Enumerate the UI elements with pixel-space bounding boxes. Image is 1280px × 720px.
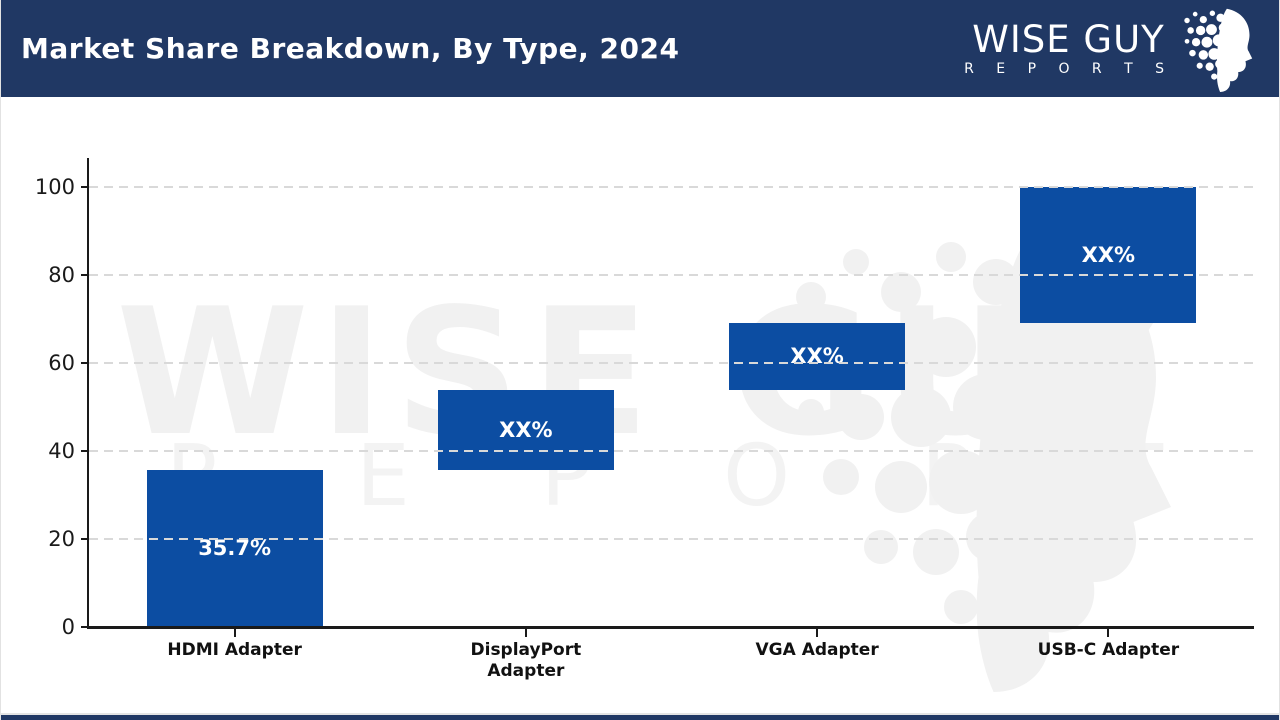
y-tick-100 [81,186,89,188]
logo-name: WISE GUY [972,18,1165,61]
bar-usb-c-adapter: XX% [1020,187,1197,323]
bar-displayport-adapter: XX% [437,389,614,470]
gridline-100 [89,186,1254,188]
y-tick-60 [81,362,89,364]
gridline-20 [89,538,1254,540]
x-tick-2 [816,629,819,637]
page-title: Market Share Breakdown, By Type, 2024 [21,32,680,65]
y-tick-label-40: 40 [48,439,75,463]
x-tick-0 [233,629,236,637]
bar-value-label: XX% [790,344,844,369]
footer-bar [1,713,1279,720]
y-tick-0 [81,626,89,628]
x-tick-3 [1107,629,1110,637]
gridline-60 [89,362,1254,364]
y-tick-label-80: 80 [48,263,75,287]
y-tick-20 [81,538,89,540]
x-category-label: USB-C Adapter [1037,640,1180,660]
y-tick-40 [81,450,89,452]
y-tick-label-20: 20 [48,527,75,551]
y-tick-80 [81,274,89,276]
gridline-40 [89,450,1254,452]
wiseguy-logo-text: WISE GUY R E P O R T S [964,18,1173,78]
x-category-label: DisplayPort Adapter [470,640,582,681]
bar-vga-adapter: XX% [729,322,906,390]
x-tick-1 [524,629,527,637]
bar-value-label: 35.7% [198,536,272,561]
bar-value-label: XX% [1081,242,1136,267]
y-axis-line [87,158,89,629]
bar-value-label: XX% [499,417,553,442]
logo-subtitle: R E P O R T S [964,61,1173,77]
bar-hdmi-adapter: 35.7% [146,469,323,627]
x-category-label: VGA Adapter [755,640,879,660]
x-category-label: HDMI Adapter [167,640,302,660]
y-tick-label-100: 100 [34,175,75,199]
y-tick-label-0: 0 [61,615,75,639]
gridline-80 [89,274,1254,276]
wiseguy-logo: WISE GUY R E P O R T S [964,6,1253,92]
wiseguy-face-icon [1184,8,1253,92]
header: Market Share Breakdown, By Type, 2024 WI… [1,0,1279,97]
watermark-subtext: R E P O R T S [166,427,1279,526]
x-axis-line [87,626,1254,629]
watermark-text: WISE GUY [116,272,1174,475]
y-tick-label-60: 60 [48,351,75,375]
